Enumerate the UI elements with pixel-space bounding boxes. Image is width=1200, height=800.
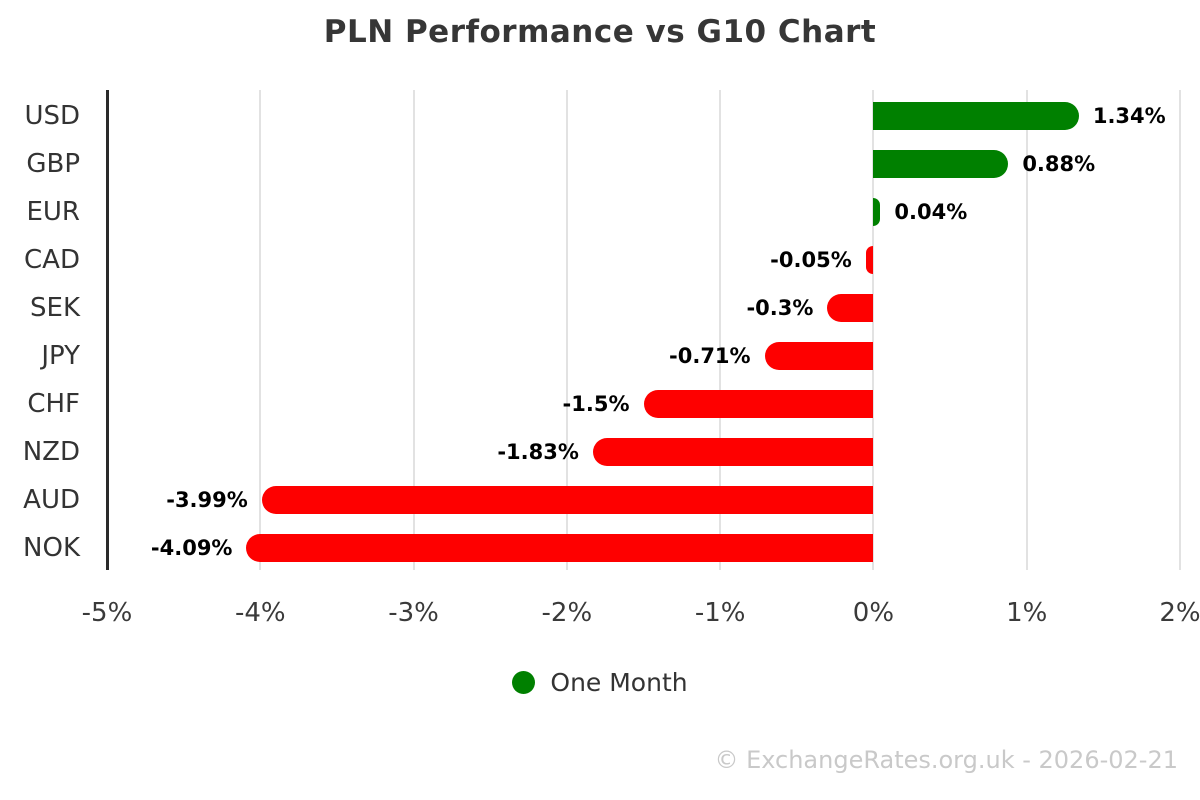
x-tick-label-0pct: 0% — [852, 598, 895, 628]
value-label-cad: -0.05% — [770, 248, 852, 272]
value-label-jpy: -0.71% — [669, 344, 751, 368]
x-tick-label--1pct: -1% — [694, 598, 746, 628]
value-label-aud: -3.99% — [166, 488, 248, 512]
gridline--2pct — [565, 90, 568, 570]
x-tick-label-2pct: 2% — [1159, 598, 1200, 628]
x-tick-label--3pct: -3% — [388, 598, 439, 628]
x-tick-label--4pct: -4% — [234, 598, 286, 628]
gridline-0pct — [872, 90, 875, 570]
value-label-nok: -4.09% — [150, 536, 233, 560]
bar-nzd — [592, 438, 874, 466]
bar-usd — [873, 102, 1079, 130]
legend: One Month — [0, 668, 1200, 697]
category-label-aud: AUD — [23, 485, 80, 515]
legend-marker-icon — [512, 671, 536, 694]
footer-credit: © ExchangeRates.org.uk - 2026-02-21 — [714, 746, 1178, 774]
gridline-2pct — [1179, 90, 1181, 570]
legend-label: One Month — [550, 668, 688, 697]
category-label-chf: CHF — [27, 389, 80, 419]
bar-cad — [865, 246, 874, 274]
value-label-nzd: -1.83% — [497, 440, 579, 464]
x-tick-label--2pct: -2% — [541, 598, 593, 628]
value-label-gbp: 0.88% — [1022, 152, 1096, 176]
gridline--1pct — [719, 90, 722, 570]
category-label-sek: SEK — [30, 293, 80, 323]
bar-nok — [246, 534, 874, 562]
category-label-cad: CAD — [24, 245, 80, 275]
category-label-eur: EUR — [26, 197, 80, 227]
gridline-1pct — [1025, 90, 1028, 570]
bar-eur — [873, 198, 881, 226]
value-label-sek: -0.3% — [746, 296, 814, 320]
gridline--4pct — [259, 90, 262, 570]
category-label-usd: USD — [24, 101, 80, 131]
x-tick-label--5pct: -5% — [81, 598, 133, 628]
bar-gbp — [873, 150, 1009, 178]
bar-aud — [261, 486, 874, 514]
category-label-gbp: GBP — [26, 149, 80, 179]
bar-jpy — [764, 342, 874, 370]
gridline--3pct — [412, 90, 415, 570]
chart-title: PLN Performance vs G10 Chart — [323, 14, 877, 50]
category-label-jpy: JPY — [41, 341, 80, 371]
value-label-eur: 0.04% — [894, 200, 968, 224]
bar-chf — [643, 390, 874, 418]
y-axis-line — [106, 90, 109, 570]
value-label-usd: 1.34% — [1092, 104, 1166, 128]
category-label-nok: NOK — [23, 533, 80, 563]
category-label-nzd: NZD — [22, 437, 80, 467]
value-label-chf: -1.5% — [562, 392, 630, 416]
x-tick-label-1pct: 1% — [1006, 598, 1048, 628]
bar-sek — [827, 294, 874, 322]
